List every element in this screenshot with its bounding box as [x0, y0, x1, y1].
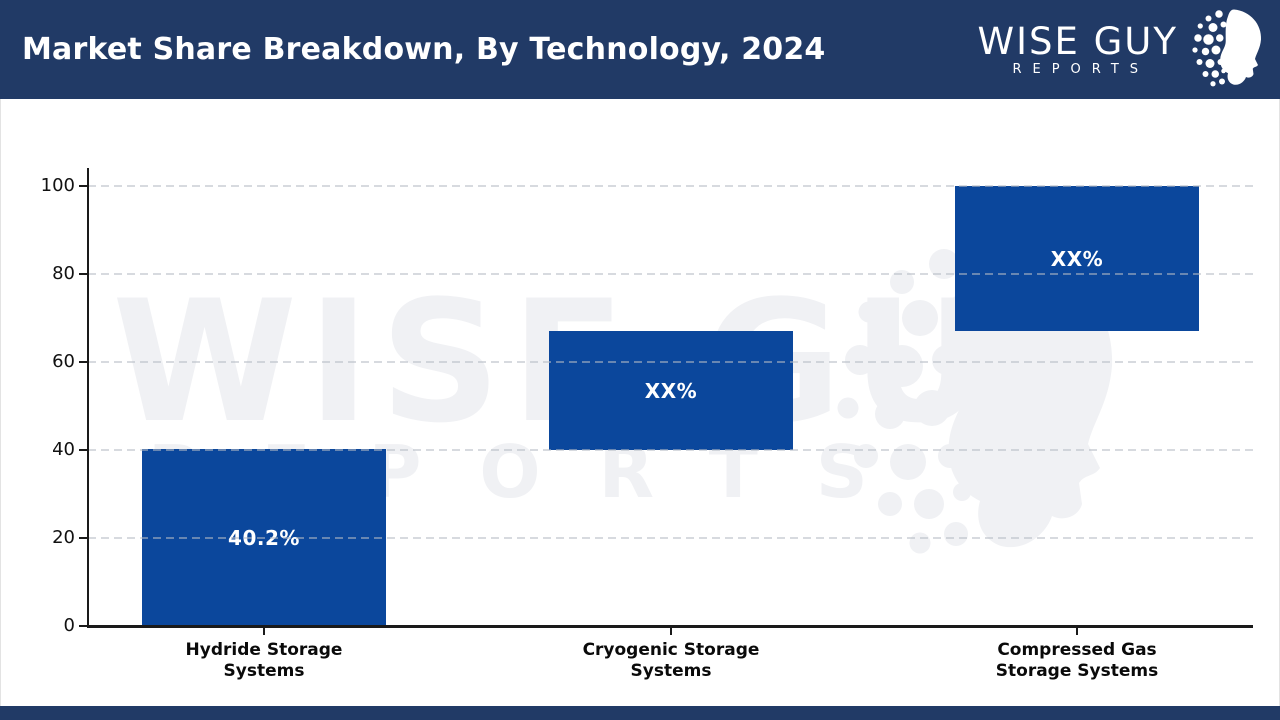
y-tick-label: 0 — [63, 615, 75, 636]
x-axis-line — [87, 625, 1253, 628]
category-label: Cryogenic Storage Systems — [531, 640, 811, 683]
y-tick — [79, 361, 87, 363]
category-label-line: Systems — [223, 661, 305, 682]
brand-subtitle: REPORTS — [1012, 62, 1150, 77]
x-tick — [670, 628, 672, 635]
brand-name: WISE GUY — [977, 20, 1178, 63]
brand-logo-text: WISE GUY REPORTS — [978, 23, 1178, 76]
footer-bar — [0, 706, 1280, 720]
x-tick — [263, 628, 265, 635]
x-tick — [1076, 628, 1078, 635]
gridline — [88, 273, 1253, 275]
y-tick — [79, 537, 87, 539]
y-tick-label: 100 — [40, 175, 75, 196]
bar-segment: XX% — [549, 331, 793, 450]
gridline — [88, 185, 1253, 187]
category-label-line: Cryogenic Storage — [582, 640, 760, 660]
gridline — [88, 537, 1253, 539]
y-axis-line — [87, 168, 89, 627]
category-label: Compressed Gas Storage Systems — [937, 640, 1217, 683]
page-title: Market Share Breakdown, By Technology, 2… — [22, 32, 826, 67]
y-tick-label: 20 — [52, 527, 75, 548]
category-label-line: Storage Systems — [995, 661, 1159, 682]
category-label-line: Hydride Storage — [185, 640, 343, 660]
bar-value-label: XX% — [644, 378, 698, 403]
y-tick — [79, 185, 87, 187]
brand-head-icon — [1180, 4, 1270, 96]
bar-value-label: XX% — [1050, 246, 1104, 271]
y-tick — [79, 273, 87, 275]
bar-segment: XX% — [955, 186, 1199, 332]
gridline — [88, 361, 1253, 363]
header-bar: Market Share Breakdown, By Technology, 2… — [0, 0, 1280, 99]
y-tick — [79, 449, 87, 451]
gridline — [88, 449, 1253, 451]
y-tick — [79, 625, 87, 627]
y-tick-label: 80 — [52, 263, 75, 284]
category-label-line: Systems — [630, 661, 712, 682]
brand-logo: WISE GUY REPORTS — [978, 0, 1270, 99]
category-label: Hydride Storage Systems — [124, 640, 404, 683]
y-tick-label: 40 — [52, 439, 75, 460]
y-tick-label: 60 — [52, 351, 75, 372]
category-label-line: Compressed Gas — [997, 640, 1157, 660]
